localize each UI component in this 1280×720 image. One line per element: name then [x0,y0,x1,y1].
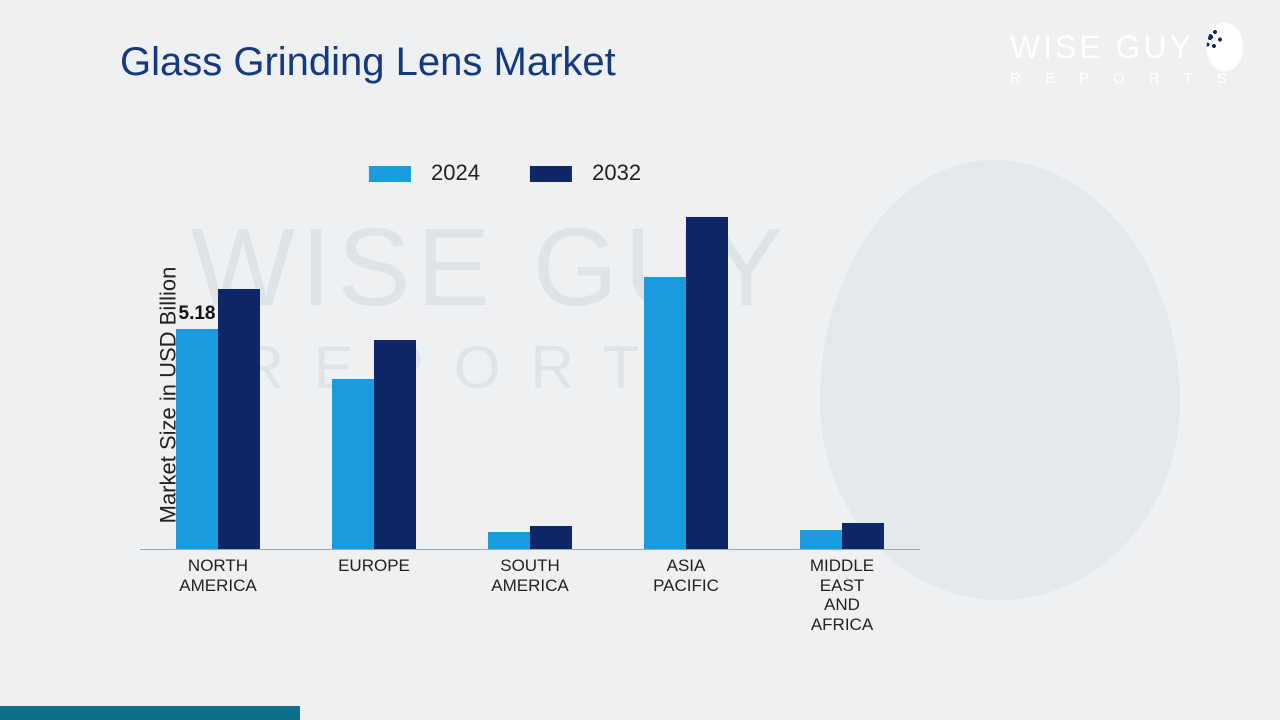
legend-swatch-2032 [530,166,572,182]
bar-group: 5.18 [140,200,296,549]
stage: WISE GUY R E P O R T S WISE GUY REPORTS … [0,0,1280,720]
legend-swatch-2024 [369,166,411,182]
bar-2024 [176,329,218,549]
x-axis-label: MIDDLEEASTANDAFRICA [764,550,920,630]
x-axis-label: NORTHAMERICA [140,550,296,630]
bar-2032 [374,340,416,549]
bar-2024 [332,379,374,549]
brand-line-2: R E P O R T S [1010,70,1250,87]
x-axis-label: EUROPE [296,550,452,630]
bar-2032 [842,523,884,549]
bar-2032 [686,217,728,549]
bar-value-label: 5.18 [179,303,216,325]
legend: 2024 2032 [369,160,641,186]
bottom-accent-bar [0,706,300,720]
x-axis-label: ASIAPACIFIC [608,550,764,630]
bar-2024 [488,532,530,549]
brand-line-1: WISE GUY [1010,29,1194,66]
brand-head-icon [1200,22,1250,72]
legend-item-2024: 2024 [369,160,480,186]
bar-2032 [218,289,260,549]
bar-groups: 5.18 [140,200,920,549]
bar-2024 [644,277,686,549]
brand-logo: WISE GUY R E P O R T S [1010,22,1250,87]
bar-group [452,200,608,549]
x-axis-label: SOUTHAMERICA [452,550,608,630]
chart-area: Market Size in USD Billion 2024 2032 5.1… [90,160,920,630]
chart-title: Glass Grinding Lens Market [120,40,616,85]
legend-label-2032: 2032 [592,160,641,185]
bar-2032 [530,526,572,549]
bar-group [296,200,452,549]
plot-area: 5.18 [140,200,920,550]
legend-item-2032: 2032 [530,160,641,186]
bar-group [608,200,764,549]
bar-2024 [800,530,842,549]
x-axis-labels: NORTHAMERICAEUROPESOUTHAMERICAASIAPACIFI… [140,550,920,630]
legend-label-2024: 2024 [431,160,480,185]
bar-group [764,200,920,549]
